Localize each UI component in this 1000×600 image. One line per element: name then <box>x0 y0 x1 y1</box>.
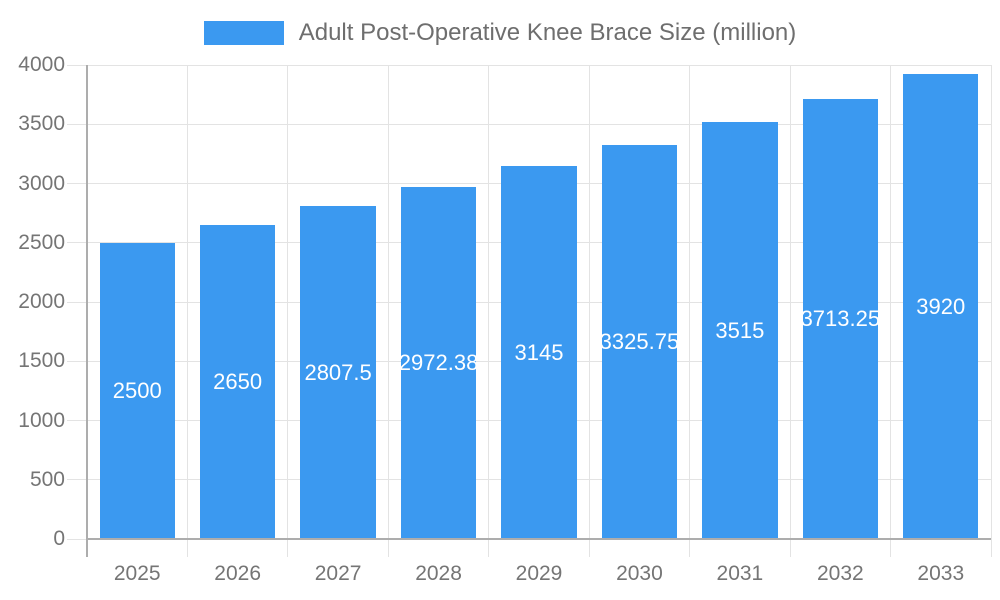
x-tick-label: 2025 <box>113 562 161 585</box>
x-tick-label: 2033 <box>917 562 965 585</box>
y-tick-mark <box>67 538 87 540</box>
y-tick-label: 1500 <box>18 349 65 373</box>
bar <box>99 242 175 539</box>
bar-value-label: 3713.25 <box>800 305 881 331</box>
y-tick-mark <box>67 479 87 481</box>
y-tick-label: 1000 <box>18 408 65 432</box>
x-tick-label: 2031 <box>716 562 764 585</box>
bar <box>400 186 477 539</box>
bar <box>601 144 678 539</box>
bar <box>300 206 376 539</box>
x-tick-mark <box>990 539 992 557</box>
bar-value-label: 2807.5 <box>304 359 372 385</box>
x-tick-mark <box>789 539 791 557</box>
y-axis-line <box>86 65 88 557</box>
x-tick-mark <box>689 539 691 557</box>
bar-value-label: 3920 <box>916 293 966 319</box>
x-tick-label: 2030 <box>616 562 663 585</box>
x-tick-label: 2029 <box>515 562 563 585</box>
bar-value-label: 3325.75 <box>599 328 680 354</box>
plot-area: 2500 2650 2807.5 2972.38 3145 3325.75 3515 3713… <box>87 64 992 539</box>
bar-value-label: 2500 <box>112 377 162 403</box>
x-axis-line <box>87 538 991 540</box>
legend-label: Adult Post-Operative Knee Brace Size (mi… <box>298 19 797 46</box>
y-tick-mark <box>67 123 87 125</box>
y-tick-label: 2000 <box>18 290 65 313</box>
y-gridline <box>87 123 991 125</box>
y-tick-mark <box>67 64 87 66</box>
x-tick-label: 2028 <box>415 562 462 585</box>
bar-value-label: 3515 <box>715 317 765 343</box>
y-gridline <box>87 64 991 66</box>
x-tick-label: 2032 <box>816 562 864 585</box>
x-tick-mark <box>890 539 892 557</box>
bar <box>200 224 276 539</box>
y-tick-mark <box>67 360 87 362</box>
y-tick-mark <box>67 242 87 244</box>
y-tick-label: 3500 <box>18 112 65 136</box>
x-tick-mark <box>588 539 590 557</box>
bar <box>802 98 878 539</box>
x-tick-label: 2027 <box>314 562 362 585</box>
x-tick-mark <box>186 539 188 557</box>
x-gridline <box>990 65 992 539</box>
bar-value-label: 2972.38 <box>398 349 479 375</box>
y-tick-label: 2500 <box>18 230 65 254</box>
y-tick-label: 500 <box>29 467 65 491</box>
bar-value-label: 2650 <box>213 368 263 394</box>
y-tick-mark <box>67 420 87 421</box>
x-gridline <box>287 65 289 539</box>
y-tick-label: 0 <box>53 527 65 550</box>
bar <box>501 166 577 539</box>
x-gridline <box>588 65 590 539</box>
y-tick-mark <box>67 183 87 184</box>
x-tick-label: 2026 <box>214 562 262 585</box>
x-tick-mark <box>488 539 490 557</box>
bar-value-label: 3145 <box>514 339 564 365</box>
x-gridline <box>789 65 791 539</box>
bar <box>702 122 778 539</box>
y-tick-mark <box>67 301 87 303</box>
bar <box>903 74 979 539</box>
x-gridline <box>387 65 389 539</box>
legend-item[interactable]: Adult Post-Operative Knee Brace Size (mi… <box>0 19 1000 47</box>
x-tick-mark <box>387 539 389 557</box>
x-tick-mark <box>287 539 289 557</box>
x-gridline <box>186 65 188 539</box>
y-tick-label: 4000 <box>18 53 65 76</box>
x-gridline <box>689 65 691 539</box>
x-gridline <box>488 65 490 539</box>
legend-swatch-icon <box>203 21 284 45</box>
y-tick-label: 3000 <box>18 171 65 195</box>
x-gridline <box>890 65 892 539</box>
